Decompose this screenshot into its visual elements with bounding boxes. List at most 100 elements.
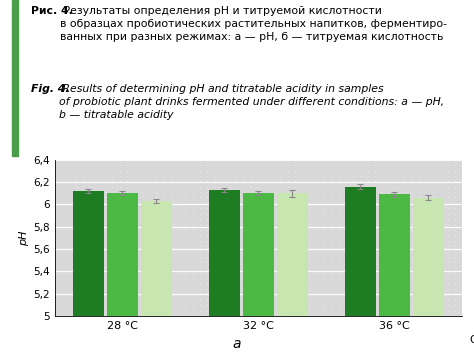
Point [225,238,233,244]
Point [152,222,160,227]
Point [437,184,445,190]
Point [444,200,452,206]
Point [298,232,306,238]
Point [203,275,211,281]
Point [276,227,284,233]
Point [101,248,109,254]
Point [262,275,269,281]
Point [255,308,262,313]
Point [393,243,401,249]
Point [123,189,131,195]
Point [65,259,73,265]
Point [189,308,196,313]
Point [335,200,342,206]
Point [240,270,247,276]
Point [357,211,365,217]
Point [152,173,160,179]
Point [379,286,386,292]
Point [437,259,445,265]
Point [189,200,196,206]
Point [444,211,452,217]
Point [276,281,284,286]
Point [247,232,255,238]
Point [138,200,146,206]
Point [189,157,196,163]
Point [320,286,328,292]
Point [233,291,240,297]
Point [371,206,379,211]
Point [386,173,393,179]
Point [160,189,167,195]
Point [57,227,65,233]
Point [364,302,372,308]
Point [269,308,277,313]
Point [72,270,80,276]
Point [422,313,430,319]
Point [101,179,109,184]
Point [328,243,335,249]
Point [225,248,233,254]
Point [116,281,123,286]
Point [189,179,196,184]
Point [225,200,233,206]
Point [401,291,408,297]
Point [255,173,262,179]
Point [408,179,415,184]
Point [386,281,393,286]
Point [160,157,167,163]
Point [94,254,101,260]
Point [342,297,350,302]
Point [123,254,131,260]
Point [276,216,284,222]
Point [138,286,146,292]
Point [276,238,284,244]
Point [240,243,247,249]
Point [415,259,423,265]
Point [320,308,328,313]
Point [203,211,211,217]
Point [313,291,320,297]
Point [415,302,423,308]
Point [306,184,313,190]
Point [80,243,87,249]
Point [182,232,189,238]
Point [262,168,269,173]
Point [379,243,386,249]
Point [444,259,452,265]
Point [357,281,365,286]
Point [408,216,415,222]
Point [393,195,401,200]
Point [196,222,204,227]
Point [269,248,277,254]
Point [123,200,131,206]
Point [437,281,445,286]
Point [284,275,292,281]
Point [429,189,437,195]
Point [145,206,153,211]
Point [211,254,219,260]
Point [291,189,299,195]
Point [349,222,357,227]
Point [320,195,328,200]
Point [298,222,306,227]
Point [422,270,430,276]
Point [371,168,379,173]
Point [371,270,379,276]
Point [203,264,211,270]
Point [167,302,174,308]
Point [57,238,65,244]
Point [291,302,299,308]
Point [452,211,459,217]
Point [276,308,284,313]
Point [116,179,123,184]
Point [130,211,138,217]
Point [429,227,437,233]
Point [255,291,262,297]
Point [94,286,101,292]
Point [203,189,211,195]
Point [138,222,146,227]
Point [225,286,233,292]
Point [276,313,284,319]
Point [313,179,320,184]
Point [65,270,73,276]
